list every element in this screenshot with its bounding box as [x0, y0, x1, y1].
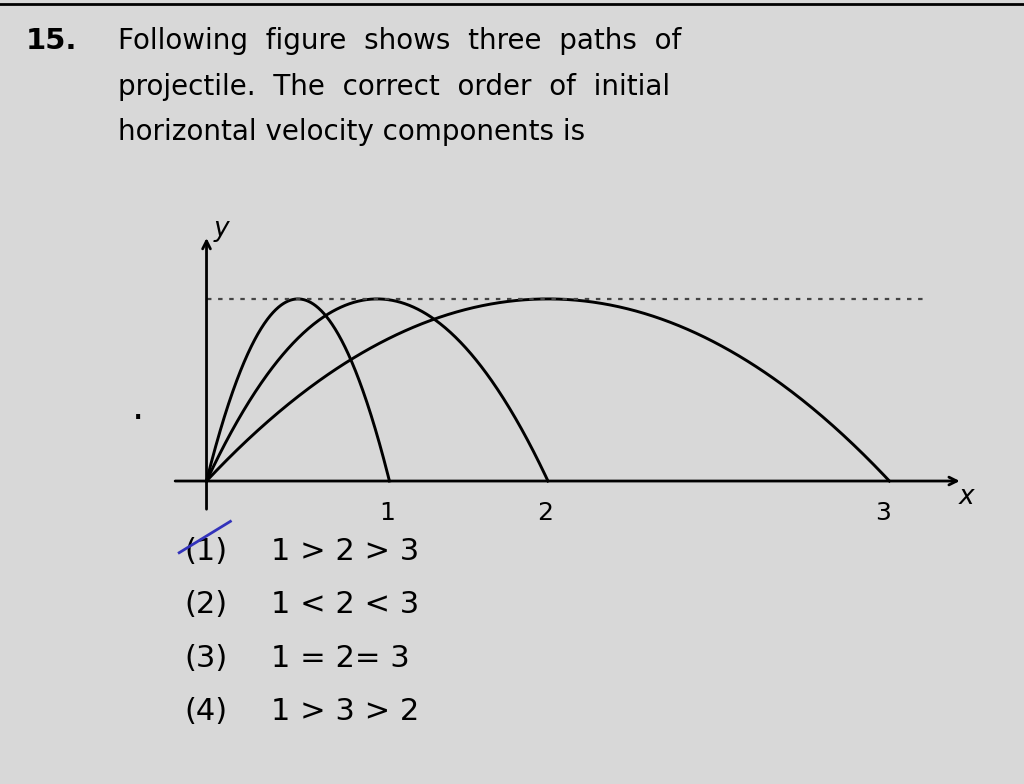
Text: (2): (2) — [184, 590, 227, 619]
Text: (3): (3) — [184, 644, 227, 673]
Text: 15.: 15. — [26, 27, 77, 56]
Text: 3: 3 — [876, 501, 891, 525]
Text: projectile.  The  correct  order  of  initial: projectile. The correct order of initial — [118, 73, 670, 101]
Text: 1 = 2= 3: 1 = 2= 3 — [271, 644, 410, 673]
Text: .: . — [132, 389, 144, 426]
Text: Following  figure  shows  three  paths  of: Following figure shows three paths of — [118, 27, 681, 56]
Text: 1 < 2 < 3: 1 < 2 < 3 — [271, 590, 420, 619]
Text: (1): (1) — [184, 537, 227, 566]
Text: 1 > 3 > 2: 1 > 3 > 2 — [271, 697, 420, 726]
Text: horizontal velocity components is: horizontal velocity components is — [118, 118, 585, 147]
Text: 2: 2 — [538, 501, 554, 525]
Text: x: x — [958, 485, 975, 510]
Text: 1 > 2 > 3: 1 > 2 > 3 — [271, 537, 420, 566]
Text: 1: 1 — [379, 501, 395, 525]
Text: y: y — [213, 216, 229, 242]
Text: (4): (4) — [184, 697, 227, 726]
